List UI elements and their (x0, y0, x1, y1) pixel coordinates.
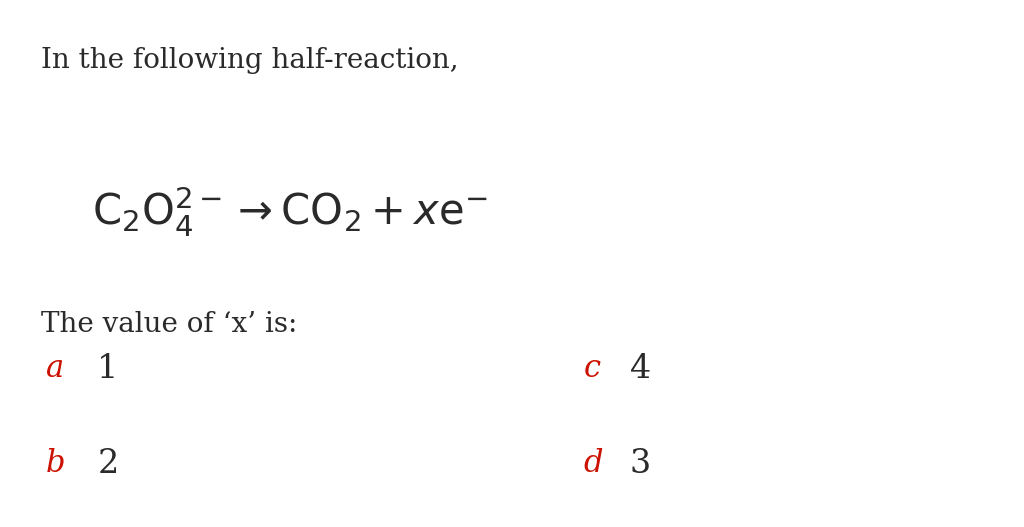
Text: a: a (46, 354, 65, 384)
Text: 4: 4 (630, 353, 651, 385)
Text: 2: 2 (97, 448, 119, 480)
Text: c: c (584, 354, 601, 384)
Text: 3: 3 (630, 448, 651, 480)
Text: d: d (584, 448, 603, 479)
Text: b: b (46, 448, 66, 479)
Text: $\mathrm{C_2O_4^{2-} \rightarrow CO_2 + \mathit{x}e^{-}}$: $\mathrm{C_2O_4^{2-} \rightarrow CO_2 + … (92, 184, 488, 238)
Text: The value of ‘x’ is:: The value of ‘x’ is: (41, 311, 297, 338)
Text: In the following half-reaction,: In the following half-reaction, (41, 47, 459, 74)
Text: 1: 1 (97, 353, 119, 385)
